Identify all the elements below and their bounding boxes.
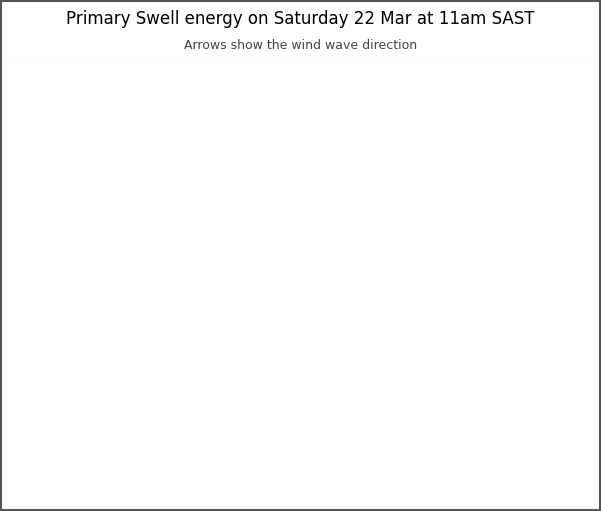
Text: Requires cartopy: Requires cartopy xyxy=(218,275,383,294)
Text: Arrows show the wind wave direction: Arrows show the wind wave direction xyxy=(184,39,417,52)
Text: Primary Swell energy on Saturday 22 Mar at 11am SAST: Primary Swell energy on Saturday 22 Mar … xyxy=(66,10,535,28)
